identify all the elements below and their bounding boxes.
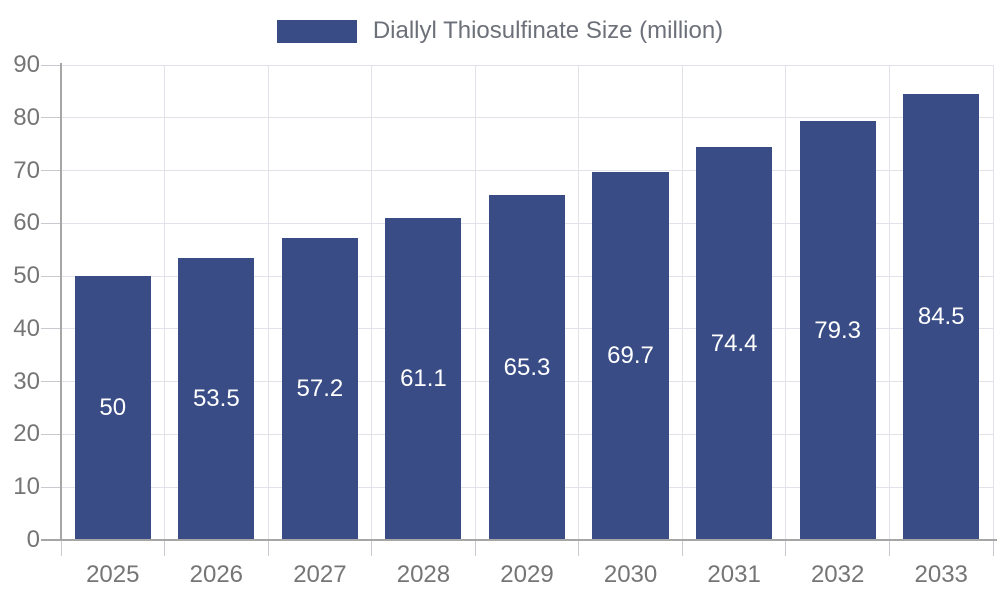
bar-value-label: 61.1: [400, 364, 447, 392]
bar-value-label: 84.5: [917, 303, 965, 330]
bar[interactable]: [592, 172, 669, 540]
y-tick-label: 10: [13, 473, 40, 501]
x-axis-tick: [474, 540, 476, 556]
bar[interactable]: [799, 121, 876, 540]
legend-swatch: [276, 19, 357, 43]
gridline-horizontal: [61, 117, 993, 119]
gridline-vertical: [681, 65, 683, 540]
x-tick-label: 2033: [914, 561, 968, 588]
bar[interactable]: [488, 195, 566, 540]
x-axis-line: [41, 539, 997, 541]
gridline-vertical: [888, 65, 890, 540]
bar[interactable]: [74, 276, 151, 540]
x-axis-tick: [681, 540, 683, 556]
y-axis-tick: [41, 64, 61, 66]
y-tick-label: 40: [13, 314, 40, 342]
x-tick-label: 2028: [396, 561, 451, 588]
legend-label: Diallyl Thiosulfinate Size (million): [372, 17, 724, 44]
bar-value-label: 69.7: [607, 342, 654, 370]
bar-value-label: 50: [99, 394, 127, 422]
gridline-horizontal: [61, 170, 993, 172]
x-tick-label: 2031: [707, 561, 761, 588]
x-axis-tick: [785, 540, 787, 556]
x-tick-label: 2030: [603, 561, 658, 588]
x-axis-tick: [578, 540, 580, 556]
gridline-vertical: [371, 65, 373, 540]
bar-value-label: 74.4: [710, 329, 758, 357]
y-tick-label: 60: [13, 209, 40, 237]
y-tick-label: 30: [13, 367, 40, 395]
x-axis-tick: [371, 540, 373, 556]
y-axis-tick: [41, 433, 61, 435]
bar-value-label: 53.5: [192, 384, 240, 412]
y-tick-label: 80: [13, 103, 40, 131]
y-tick-label: 70: [13, 156, 40, 184]
x-tick-label: 2026: [189, 561, 244, 588]
bar-value-label: 65.3: [503, 353, 551, 381]
y-axis-tick: [41, 381, 61, 383]
gridline-vertical: [164, 65, 166, 540]
y-axis-tick: [41, 486, 61, 488]
y-tick-label: 90: [13, 51, 40, 78]
gridline-horizontal: [61, 64, 993, 66]
x-tick-label: 2027: [293, 561, 347, 588]
bar[interactable]: [696, 147, 773, 540]
x-axis-tick: [992, 540, 994, 556]
y-tick-label: 20: [13, 420, 40, 448]
x-axis-tick: [164, 540, 166, 556]
y-axis-tick: [41, 275, 61, 277]
bar[interactable]: [178, 257, 255, 540]
y-axis-line: [59, 63, 62, 540]
x-tick-label: 2025: [86, 561, 140, 588]
x-tick-label: 2032: [810, 561, 865, 588]
y-axis-tick: [41, 170, 61, 172]
x-tick-label: 2029: [500, 561, 554, 588]
y-axis-tick: [41, 328, 61, 330]
x-axis-tick: [888, 540, 890, 556]
bar[interactable]: [385, 217, 462, 540]
y-tick-label: 50: [13, 262, 40, 290]
gridline-vertical: [785, 65, 787, 540]
x-axis-tick: [267, 540, 269, 556]
legend[interactable]: Diallyl Thiosulfinate Size (million): [0, 17, 1000, 45]
gridline-vertical: [267, 65, 269, 540]
y-axis-tick: [41, 117, 61, 119]
bar[interactable]: [903, 94, 980, 540]
bar[interactable]: [281, 238, 358, 540]
y-axis-tick: [41, 222, 61, 224]
gridline-vertical: [474, 65, 476, 540]
bar-value-label: 79.3: [814, 316, 862, 344]
gridline-vertical: [578, 65, 580, 540]
gridline-vertical: [992, 65, 994, 540]
y-tick-label: 0: [26, 526, 40, 553]
bar-value-label: 57.2: [296, 375, 344, 403]
x-axis-tick: [60, 540, 62, 556]
